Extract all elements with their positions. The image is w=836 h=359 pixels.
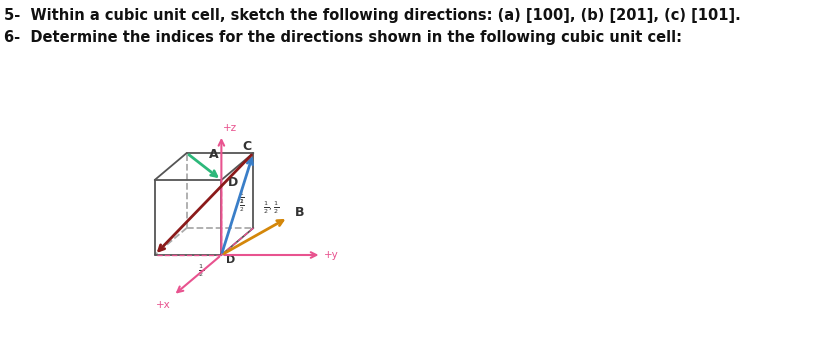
Text: $\frac{1}{2}$: $\frac{1}{2}$ xyxy=(239,197,245,214)
Text: +y: +y xyxy=(324,250,339,260)
Text: A: A xyxy=(209,148,219,161)
Text: B: B xyxy=(295,205,304,219)
Text: D: D xyxy=(226,255,235,265)
Text: 5-  Within a cubic unit cell, sketch the following directions: (a) [100], (b) [2: 5- Within a cubic unit cell, sketch the … xyxy=(4,8,742,23)
Text: D: D xyxy=(228,176,238,188)
Text: $\frac{1}{2}$: $\frac{1}{2}$ xyxy=(197,262,204,279)
Text: 6-  Determine the indices for the directions shown in the following cubic unit c: 6- Determine the indices for the directi… xyxy=(4,30,682,45)
Text: C: C xyxy=(242,140,252,153)
Text: +z: +z xyxy=(223,123,237,133)
Text: +x: +x xyxy=(156,299,171,309)
Text: $\frac{1}{2}$: $\frac{1}{2}$ xyxy=(239,190,245,206)
Text: $\frac{1}{2}$, $\frac{1}{2}$: $\frac{1}{2}$, $\frac{1}{2}$ xyxy=(263,199,280,216)
